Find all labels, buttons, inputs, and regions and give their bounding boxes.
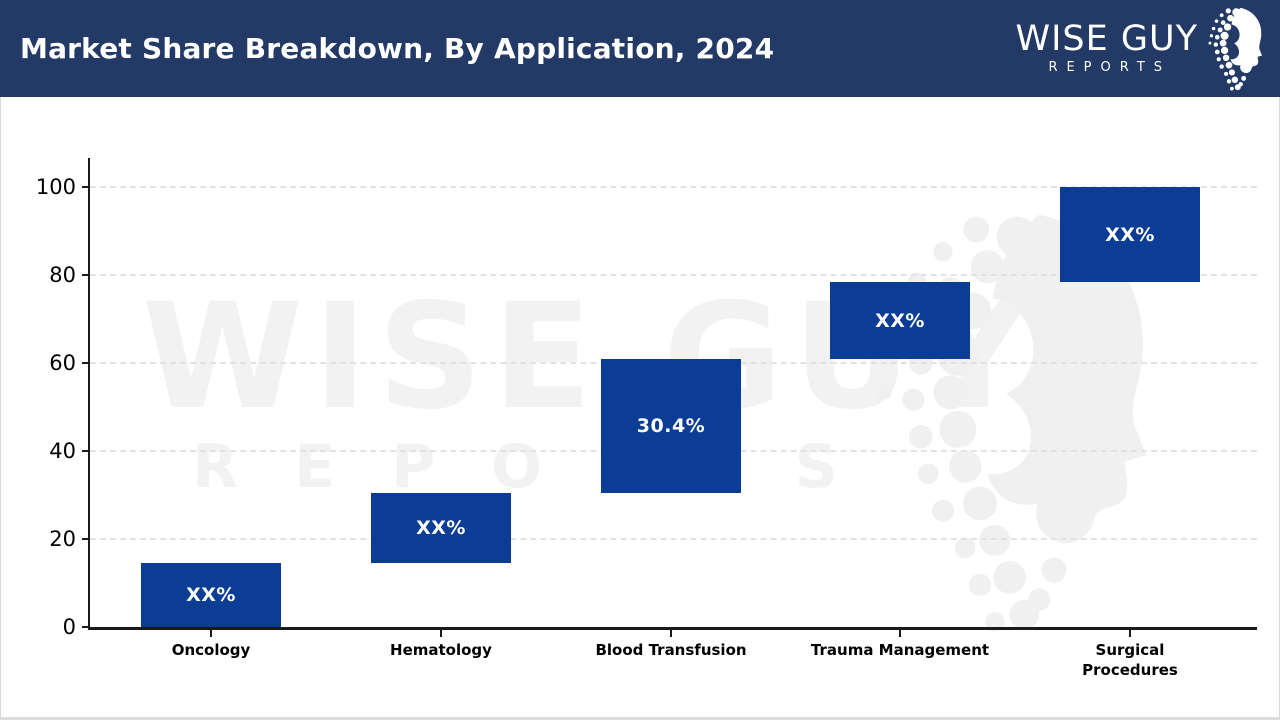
bar-value-label: XX%	[416, 517, 466, 540]
x-tick-label-line: Blood Transfusion	[595, 641, 747, 659]
wise-guy-reports-logo: WISE GUY REPORTS	[1015, 5, 1266, 93]
y-tick-mark	[82, 538, 90, 540]
y-tick-mark	[82, 626, 90, 628]
bar-value-label: XX%	[1105, 223, 1155, 246]
x-tick-label: Hematology	[341, 640, 541, 660]
logo-head-icon	[1208, 7, 1262, 91]
x-tick-mark	[1129, 630, 1131, 637]
x-tick-label-line: Oncology	[171, 641, 251, 659]
y-tick-label: 60	[49, 351, 76, 375]
y-tick-label: 0	[62, 615, 76, 639]
x-tick-label: Oncology	[111, 640, 311, 660]
logo-text: WISE GUY REPORTS	[1015, 19, 1198, 76]
bar-oncology: XX%	[141, 563, 281, 627]
bar-value-label: XX%	[186, 584, 236, 607]
y-tick-mark	[82, 450, 90, 452]
logo-tagline: REPORTS	[1048, 60, 1172, 75]
x-tick-label-line: Procedures	[1082, 661, 1178, 679]
chart-title: Market Share Breakdown, By Application, …	[20, 32, 775, 65]
bar-trauma-management: XX%	[830, 282, 970, 360]
x-tick-mark	[670, 630, 672, 637]
y-tick-label: 20	[49, 527, 76, 551]
y-axis-spine	[88, 158, 90, 629]
y-tick-label: 100	[35, 175, 76, 199]
y-tick-mark	[82, 274, 90, 276]
y-gridline	[90, 274, 1257, 276]
bar-surgical-procedures: XX%	[1060, 187, 1200, 283]
bar-blood-transfusion: 30.4%	[601, 359, 741, 494]
x-tick-label-line: Surgical	[1095, 641, 1165, 659]
bar-hematology: XX%	[371, 493, 511, 564]
y-tick-mark	[82, 186, 90, 188]
x-tick-label: Surgical Procedures	[1030, 640, 1230, 680]
y-tick-label: 80	[49, 263, 76, 287]
logo-wordmark: WISE GUY	[1015, 19, 1198, 59]
x-tick-label: Trauma Management	[800, 640, 1000, 660]
y-gridline	[90, 186, 1257, 188]
header: Market Share Breakdown, By Application, …	[0, 0, 1280, 97]
x-tick-mark	[210, 630, 212, 637]
x-tick-label-line: Hematology	[390, 641, 492, 659]
x-tick-label: Blood Transfusion	[571, 640, 771, 660]
y-gridline	[90, 538, 1257, 540]
y-tick-label: 40	[49, 439, 76, 463]
x-axis-spine	[88, 627, 1257, 630]
x-tick-mark	[899, 630, 901, 637]
bar-value-label: 30.4%	[636, 415, 706, 438]
x-tick-label-line: Trauma Management	[810, 641, 990, 659]
x-tick-mark	[440, 630, 442, 637]
bar-value-label: XX%	[875, 309, 925, 332]
y-tick-mark	[82, 362, 90, 364]
